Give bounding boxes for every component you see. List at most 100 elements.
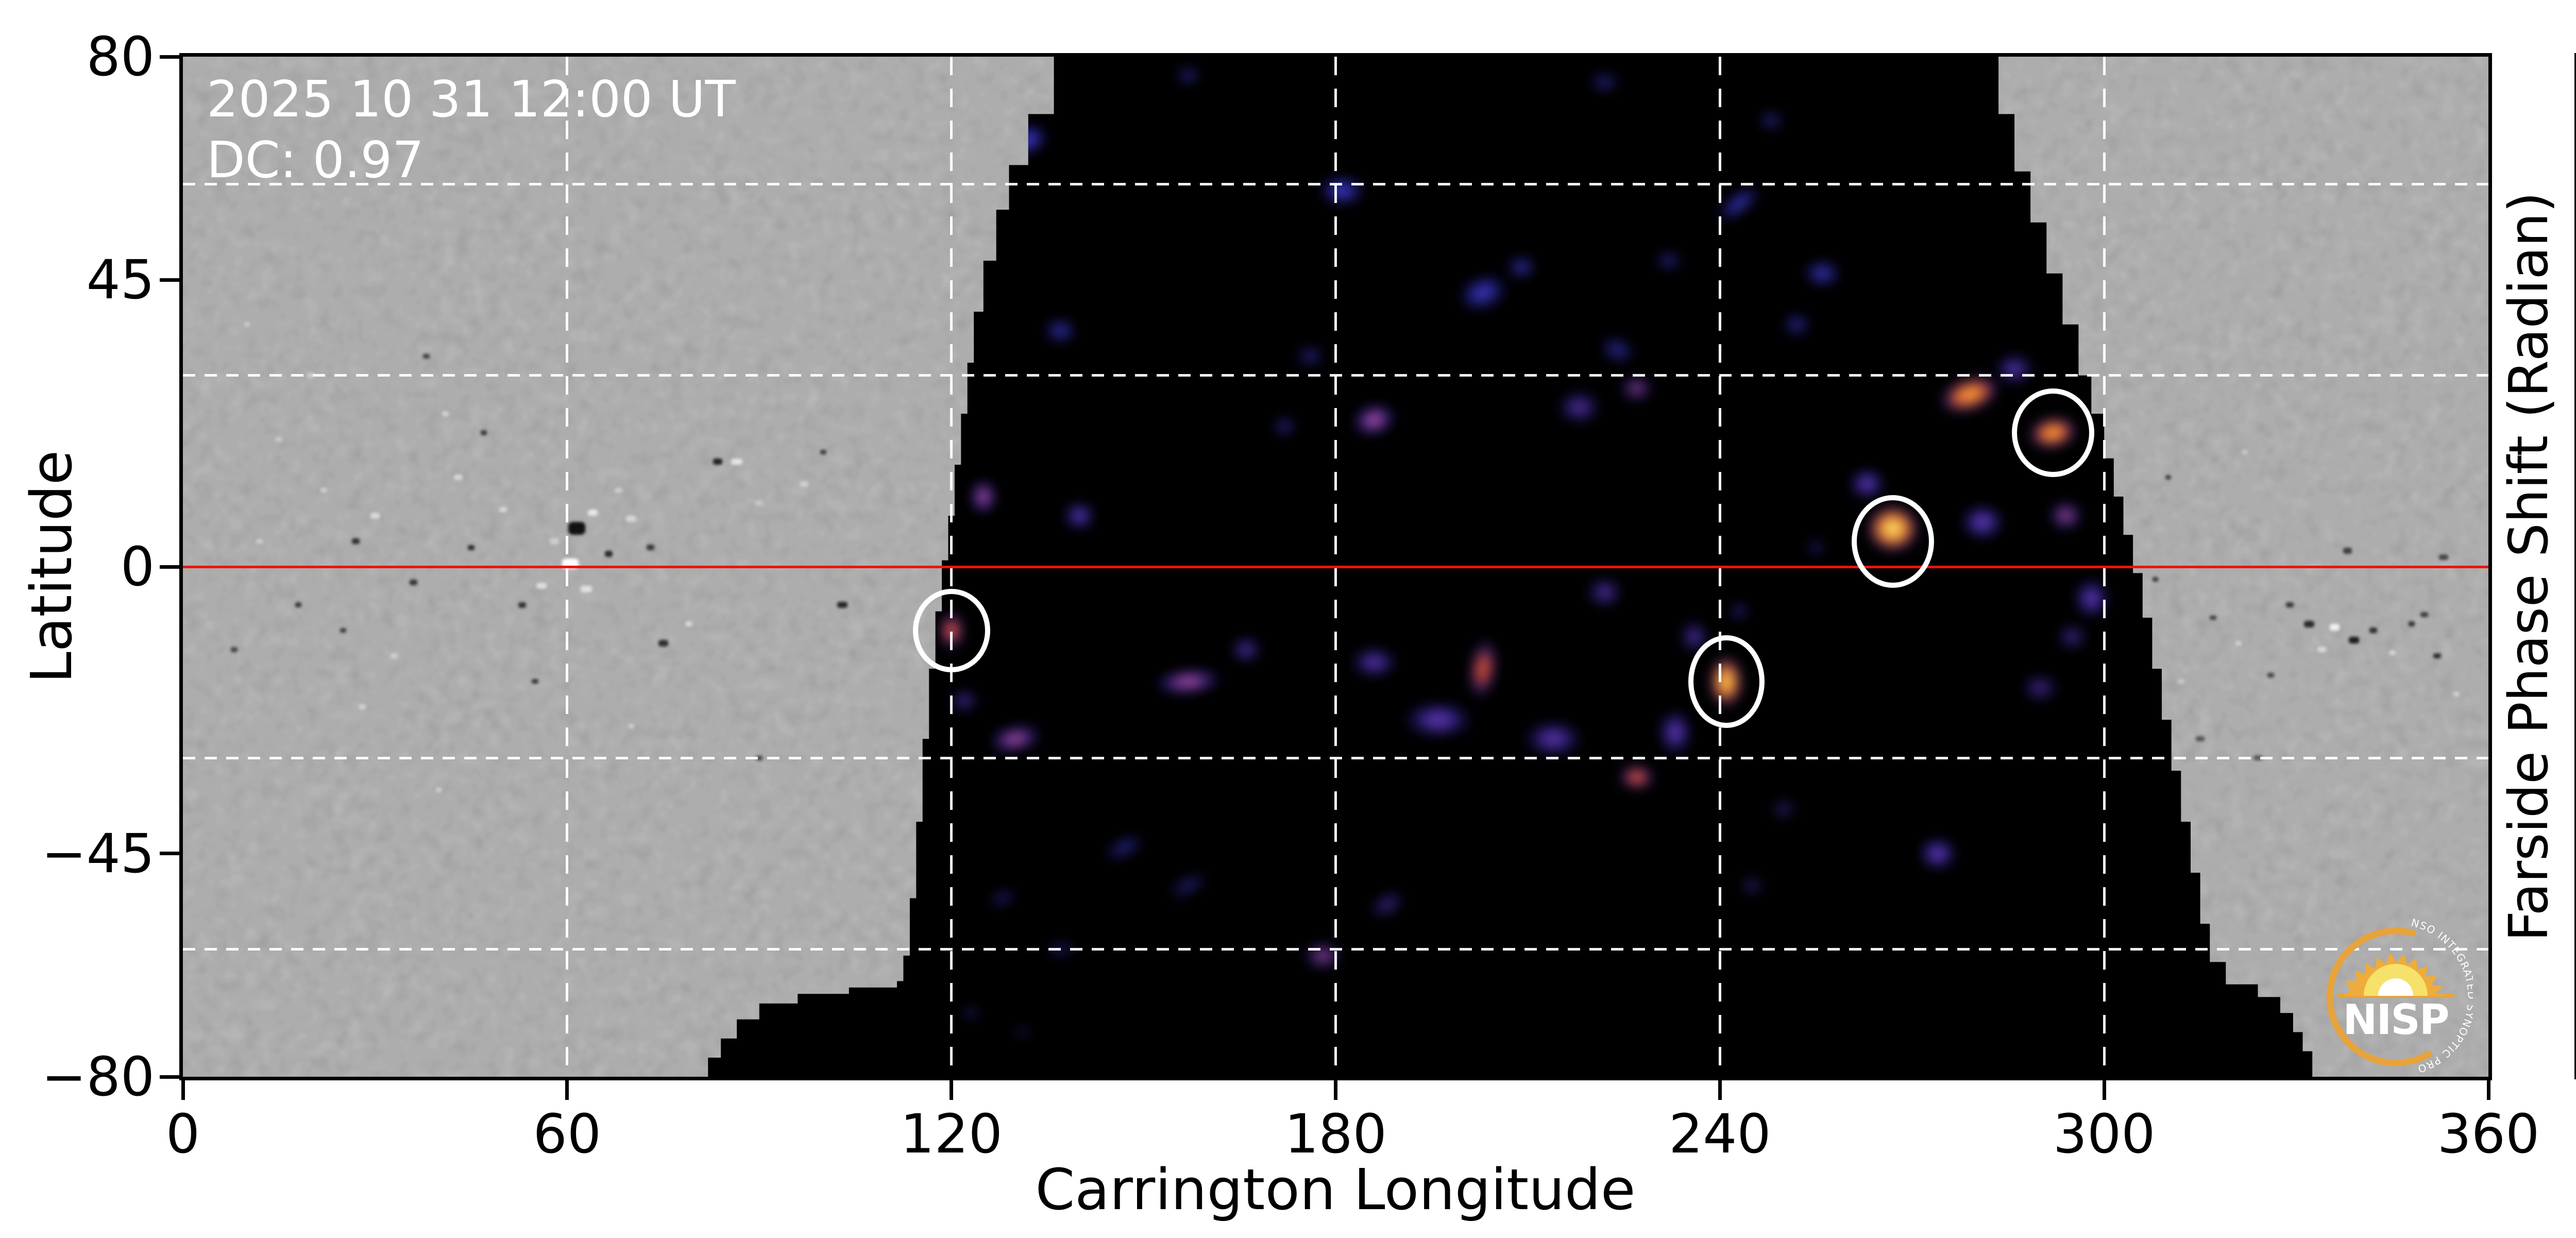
- magnetogram-speckle: [2408, 621, 2415, 627]
- farside-active-region-blob: [1586, 576, 1623, 608]
- farside-active-region-blob: [1151, 666, 1226, 698]
- phase-colorbar-label: Farside Phase Shift (Radian): [2497, 192, 2560, 942]
- magnetogram-speckle: [2178, 679, 2184, 684]
- nisp-logo-text: NISP: [2343, 996, 2449, 1044]
- farside-active-region-blob: [1802, 258, 1843, 289]
- magnetogram-speckle: [370, 512, 380, 519]
- farside-active-region-blob: [1064, 501, 1095, 530]
- farside-active-region-blob: [1403, 702, 1473, 738]
- magnetogram-speckle: [2304, 620, 2314, 628]
- magnetogram-speckle: [532, 679, 538, 684]
- magnetogram-speckle: [536, 582, 547, 589]
- farside-active-region-blob: [1347, 398, 1401, 443]
- farside-active-region-blob: [1523, 721, 1583, 757]
- magnetogram-speckle: [837, 602, 848, 608]
- magnetogram-speckle: [614, 487, 622, 493]
- x-tick-mark-60: [565, 1080, 569, 1100]
- farside-active-region-blob: [1270, 415, 1299, 438]
- magnetogram-speckle: [628, 724, 635, 728]
- magnetogram-speckle: [442, 411, 449, 416]
- y-tick-label--45: −45: [41, 822, 155, 885]
- x-axis-label: Carrington Longitude: [1035, 1157, 1636, 1223]
- gridline-latitude-60: [183, 183, 2488, 185]
- y-tick-mark--80: [160, 1075, 179, 1079]
- farside-active-region-blob: [1960, 504, 2005, 540]
- farside-active-region-blob: [1316, 174, 1368, 208]
- magnetogram-speckle: [2165, 475, 2172, 480]
- magnetogram-speckle: [320, 487, 328, 493]
- magnetogram-speckle: [2267, 673, 2274, 677]
- farside-active-region-blob: [1365, 886, 1409, 924]
- magnetogram-speckle: [605, 551, 613, 557]
- magnetogram-speckle: [2349, 637, 2359, 643]
- x-tick-label-180: 180: [1284, 1103, 1387, 1165]
- magnetogram-speckle: [276, 437, 282, 442]
- farside-active-region-blob: [1620, 374, 1654, 402]
- farside-blob-layer: [699, 57, 2313, 1077]
- x-tick-mark-0: [181, 1080, 185, 1100]
- x-tick-label-120: 120: [900, 1103, 1003, 1165]
- nisp-logo: NISP NSO INTEGRATED SYNOPTIC PROGRAM: [2318, 919, 2473, 1073]
- farside-active-region-blob: [1618, 764, 1655, 790]
- farside-active-region-blob: [1351, 647, 1397, 678]
- y-tick-mark-45: [160, 278, 179, 282]
- farside-active-region-blob: [1918, 837, 1957, 871]
- y-tick-mark-80: [160, 55, 179, 59]
- magnetogram-speckle: [423, 354, 430, 359]
- y-tick-mark-0: [160, 565, 179, 569]
- active-region-marker-circle: [2011, 388, 2094, 478]
- magnetogram-speckle: [580, 586, 592, 592]
- magnetogram-speckle-layer: [183, 57, 2488, 1077]
- farside-active-region-blob: [1302, 941, 1344, 970]
- x-tick-mark-360: [2486, 1080, 2490, 1100]
- active-region-marker-circle: [1851, 495, 1934, 588]
- farside-active-region-blob: [1450, 265, 1516, 320]
- magnetogram-speckle: [713, 458, 722, 465]
- x-tick-label-0: 0: [165, 1103, 200, 1165]
- y-tick-mark--45: [160, 852, 179, 856]
- gridline-latitude--60: [183, 948, 2488, 951]
- farside-active-region-blob: [1162, 865, 1215, 906]
- magnetogram-speckle: [2388, 650, 2396, 655]
- magnetogram-speckle: [454, 474, 463, 481]
- magnetogram-speckle: [481, 430, 487, 436]
- equator-line: [183, 565, 2488, 568]
- farside-active-region-blob: [982, 884, 1023, 913]
- magnetogram-speckle: [391, 653, 398, 659]
- magnetogram-speckle: [731, 458, 743, 465]
- farside-active-region-blob: [1504, 254, 1538, 280]
- magnetogram-speckle: [646, 545, 654, 551]
- farside-active-region-blob: [1230, 637, 1262, 663]
- magnetogram-speckle: [568, 522, 585, 535]
- farside-active-region-blob: [985, 719, 1046, 759]
- farside-active-region-blob: [1658, 709, 1692, 756]
- magnetogram-speckle: [2420, 612, 2429, 617]
- magnetogram-speckle: [244, 322, 250, 327]
- magnetogram-speckle: [685, 621, 693, 627]
- farside-active-region-blob: [1294, 344, 1326, 369]
- farside-active-region-blob: [1740, 876, 1764, 895]
- farside-active-region-blob: [1727, 602, 1751, 621]
- magnetogram-speckle: [2195, 736, 2205, 742]
- magnetogram-speckle: [2330, 624, 2340, 631]
- farside-active-region-blob: [1805, 538, 1826, 557]
- farside-active-region-blob: [1098, 826, 1151, 868]
- magnetogram-speckle: [2286, 602, 2294, 608]
- nisp-sun-core: [2378, 978, 2413, 996]
- phase-colorbar: [2574, 53, 2576, 1079]
- x-tick-mark-180: [1334, 1080, 1337, 1100]
- farside-active-region-blob: [2057, 624, 2088, 650]
- magnetogram-speckle: [2153, 577, 2159, 582]
- gridline-latitude--30: [183, 756, 2488, 759]
- farside-active-region-blob: [2022, 673, 2058, 702]
- magnetogram-speckle: [2242, 450, 2248, 454]
- magnetogram-speckle: [2453, 692, 2460, 697]
- magnetogram-speckle: [231, 647, 238, 652]
- farside-active-region-blob: [959, 1005, 982, 1021]
- gridline-latitude-30: [183, 374, 2488, 377]
- farside-active-region-blob: [1557, 391, 1601, 424]
- farside-active-region-blob: [1595, 330, 1640, 370]
- map-dc-label: DC: 0.97: [207, 131, 424, 190]
- map-plot-area: NISP NSO INTEGRATED SYNOPTIC PROGRAM 202…: [179, 53, 2492, 1080]
- farside-active-region-blob: [1757, 110, 1786, 131]
